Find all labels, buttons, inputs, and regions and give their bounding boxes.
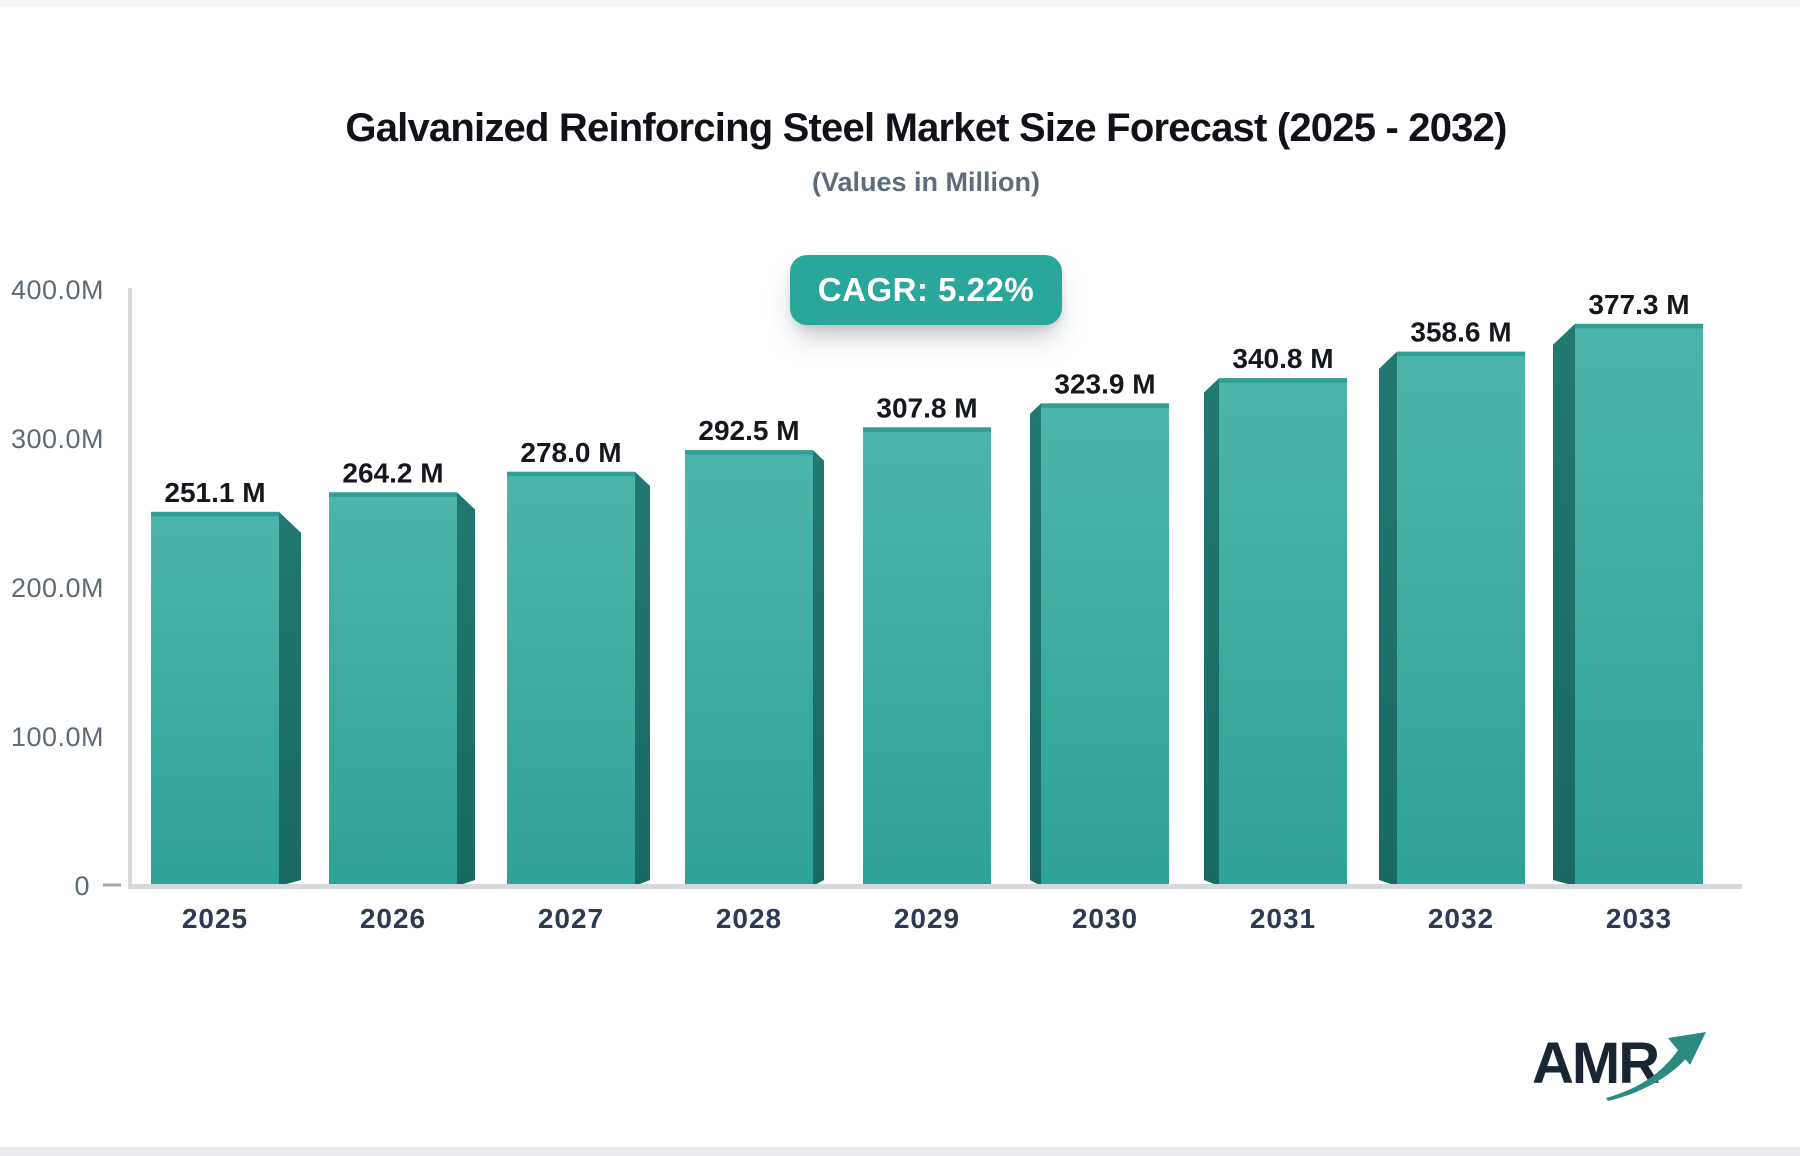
x-tick-label: 2033: [1606, 903, 1672, 934]
bar-top-edge: [1219, 378, 1347, 383]
bar-top-edge: [1397, 351, 1525, 357]
y-tick-label: 100.0M: [11, 722, 104, 752]
bar-value-label: 307.8 M: [876, 392, 977, 423]
bar-side-face: [1379, 351, 1397, 886]
bottom-border: [0, 1147, 1800, 1156]
x-tick-label: 2029: [894, 903, 960, 934]
y-tick-label: 0: [74, 871, 90, 901]
bar-2027: 278.0 M 2027: [507, 437, 650, 934]
bar-top-edge: [151, 511, 279, 517]
bar-side-face: [1030, 403, 1041, 886]
bar-2029: 307.8 M 2029: [863, 392, 991, 934]
arrow-head: [1668, 1032, 1706, 1065]
bar-face: [1397, 351, 1525, 887]
bar-top-edge: [1041, 403, 1169, 408]
y-tick-label: 400.0M: [11, 275, 104, 305]
bar-face: [1041, 403, 1169, 887]
bar-value-label: 264.2 M: [342, 457, 443, 488]
bar-value-label: 358.6 M: [1410, 317, 1511, 348]
y-axis: 400.0M 300.0M 200.0M 100.0M 0: [11, 275, 121, 901]
bar-value-label: 292.5 M: [698, 415, 799, 446]
bar-face: [507, 471, 635, 887]
bar-2033: 377.3 M 2033: [1553, 289, 1703, 934]
y-tick-label: 200.0M: [11, 573, 104, 603]
bar-2030: 323.9 M 2030: [1030, 368, 1169, 934]
bar-value-label: 251.1 M: [164, 477, 265, 508]
bar-top-edge: [329, 492, 457, 497]
bar-2025: 251.1 M 2025: [151, 477, 301, 934]
chart-title: Galvanized Reinforcing Steel Market Size…: [345, 106, 1507, 150]
y-tick-label: 300.0M: [11, 424, 104, 454]
bar-value-label: 323.9 M: [1054, 368, 1155, 399]
bar-face: [685, 450, 813, 887]
bar-face: [151, 511, 279, 887]
amr-logo: AMR: [1532, 1031, 1732, 1118]
cagr-label: CAGR: 5.22%: [817, 271, 1035, 308]
x-tick-label: 2031: [1250, 903, 1316, 934]
x-tick-label: 2026: [360, 903, 426, 934]
cagr-badge: CAGR: 5.22%: [790, 255, 1062, 325]
bar-top-edge: [507, 471, 635, 477]
bar-side-face: [1204, 378, 1219, 886]
bar-value-label: 340.8 M: [1232, 343, 1333, 374]
bar-value-label: 377.3 M: [1588, 289, 1689, 320]
bar-side-face: [1553, 323, 1575, 886]
bar-2026: 264.2 M 2026: [329, 457, 475, 934]
bar-top-edge: [685, 450, 813, 455]
bar-side-face: [635, 471, 650, 886]
top-border: [0, 0, 1800, 6]
x-tick-label: 2032: [1428, 903, 1494, 934]
bar-face: [1575, 323, 1703, 887]
bar-value-label: 278.0 M: [520, 437, 621, 468]
x-tick-label: 2027: [538, 903, 604, 934]
bar-side-face: [279, 511, 301, 886]
bar-face: [863, 427, 991, 887]
bar-face: [1219, 378, 1347, 887]
arrow-swoosh: [1606, 1044, 1690, 1101]
bar-2028: 292.5 M 2028: [685, 415, 824, 934]
amr-logo-text: AMR: [1532, 1031, 1660, 1096]
bar-top-edge: [1575, 323, 1703, 329]
x-tick-label: 2030: [1072, 903, 1138, 934]
bar-2032: 358.6 M 2032: [1379, 317, 1525, 934]
chart-subtitle: (Values in Million): [811, 167, 1041, 197]
bar-side-face: [457, 492, 475, 886]
chart-header: Galvanized Reinforcing Steel Market Size…: [0, 0, 1800, 197]
x-tick-label: 2028: [716, 903, 782, 934]
bar-top-edge: [863, 427, 991, 432]
bars-group: 251.1 M 2025 264.2 M 2026 278.0 M 2027 292.5 M…: [151, 289, 1703, 934]
bar-face: [329, 492, 457, 887]
growth-arrow-icon: [1606, 1032, 1706, 1101]
x-tick-label: 2025: [182, 903, 248, 934]
bar-side-face: [813, 450, 824, 886]
bar-2031: 340.8 M 2031: [1204, 343, 1347, 934]
